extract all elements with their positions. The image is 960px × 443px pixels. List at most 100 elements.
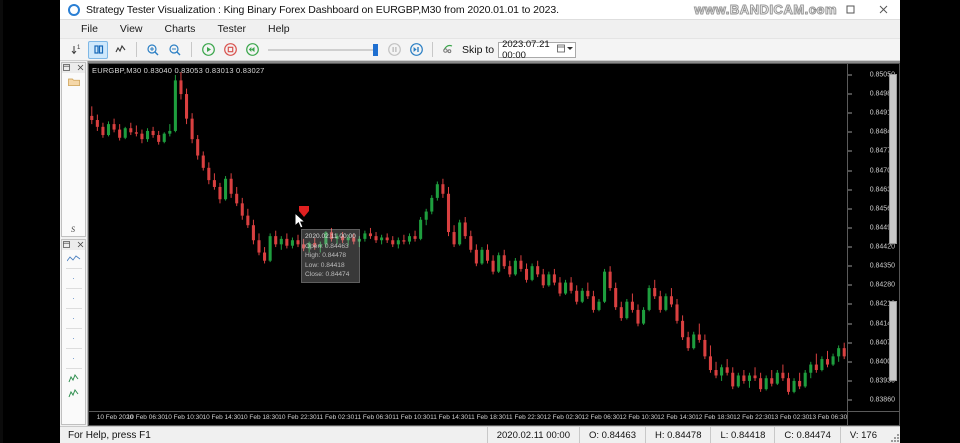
dot-icon[interactable]: · <box>72 334 75 343</box>
bar-high: H: 0.84478 <box>645 427 710 443</box>
price-tick-label: 0.84560 <box>869 205 895 213</box>
arrow-signal-marker <box>297 204 311 223</box>
dot-icon[interactable]: · <box>72 294 75 303</box>
title-bar: Strategy Tester Visualization : King Bin… <box>60 0 900 20</box>
price-tick-label: 0.84770 <box>869 147 895 155</box>
wave-icon[interactable] <box>66 253 81 264</box>
skip-to-date-value: 2023.07.21 00:00 <box>502 38 550 61</box>
navigator-panel-body[interactable] <box>62 73 85 223</box>
chart-symbol-header: EURGBP,M30 0.83040 0.83053 0.83013 0.830… <box>92 66 265 75</box>
list-separator <box>65 308 82 309</box>
time-tick-label: 10 Feb 14:30 <box>202 414 241 421</box>
chart-icon[interactable] <box>67 388 81 399</box>
price-tick <box>848 323 852 325</box>
list-separator <box>65 368 82 369</box>
time-tick-label: 10 Feb 06:30 <box>126 414 165 421</box>
chart-icon[interactable] <box>67 373 81 384</box>
bar-chart-button[interactable] <box>88 40 108 59</box>
maximize-button[interactable] <box>834 0 867 20</box>
window-controls <box>801 0 900 20</box>
minimize-button[interactable] <box>801 0 834 20</box>
menu-view[interactable]: View <box>119 23 143 35</box>
speed-slider-track <box>268 48 378 51</box>
menu-tester[interactable]: Tester <box>217 23 247 35</box>
chart-panel[interactable]: EURGBP,M30 0.83040 0.83053 0.83013 0.830… <box>88 63 900 426</box>
price-tick-label: 0.84210 <box>869 300 895 308</box>
close-icon[interactable] <box>77 64 84 73</box>
time-tick-label: 12 Feb 18:30 <box>695 414 734 421</box>
letterbox-left <box>0 0 60 443</box>
skip-to-date-input[interactable]: 2023.07.21 00:00 <box>498 38 577 61</box>
tooltip-open: Open: 0.84463 <box>305 242 349 250</box>
resize-grip[interactable] <box>886 427 900 443</box>
zoom-out-button[interactable] <box>165 41 185 59</box>
navigator-panel-header <box>62 63 85 73</box>
price-tick-label: 0.84980 <box>869 90 895 98</box>
price-tick-label: 0.84910 <box>869 109 895 117</box>
price-tick-label: 0.84070 <box>869 339 895 347</box>
calendar-dropdown-icon[interactable] <box>557 44 574 53</box>
indicators-panel-body[interactable]: · · · · · <box>62 250 85 424</box>
price-tick <box>848 303 852 305</box>
folder-icon[interactable] <box>67 76 81 87</box>
status-bar: For Help, press F1 2020.02.11 00:00 O: 0… <box>60 426 900 443</box>
close-icon[interactable] <box>77 241 84 250</box>
left-dock-column: S <box>60 61 88 426</box>
time-tick-label: 11 Feb 22:30 <box>505 414 544 421</box>
price-tick-label: 0.84280 <box>869 281 895 289</box>
time-axis[interactable]: 10 Feb 2020 10 Feb 06:30 10 Feb 10:30 10 Fe… <box>89 411 899 425</box>
zoom-in-button[interactable] <box>143 41 163 59</box>
ohlc-tooltip: 2020.02.11 00:00 Open: 0.84463 High: 0.8… <box>301 229 360 283</box>
candlestick-series[interactable] <box>89 64 847 411</box>
close-button[interactable] <box>867 0 900 20</box>
time-tick-label: 10 Feb 2020 <box>96 414 134 421</box>
jump-to-end-button[interactable] <box>406 41 426 59</box>
price-tick <box>848 284 852 286</box>
speed-slider[interactable] <box>268 43 378 57</box>
stop-button[interactable] <box>220 41 240 59</box>
pin-icon[interactable] <box>63 240 70 250</box>
bar-low: L: 0.84418 <box>710 427 774 443</box>
time-tick-label: 10 Feb 18:30 <box>240 414 279 421</box>
price-tick-label: 0.84700 <box>869 167 895 175</box>
price-tick-label: 0.85050 <box>869 71 895 79</box>
price-tick <box>848 380 852 382</box>
price-tick <box>848 227 852 229</box>
speed-slider-thumb[interactable] <box>373 43 378 56</box>
svg-text:1: 1 <box>77 45 81 51</box>
price-tick <box>848 189 852 191</box>
price-tick-label: 0.84420 <box>869 243 895 251</box>
time-tick-label: 11 Feb 18:30 <box>468 414 506 421</box>
time-tick-label: 11 Feb 02:30 <box>316 414 355 421</box>
price-tick <box>848 112 852 114</box>
play-button[interactable] <box>198 41 218 59</box>
menu-file[interactable]: File <box>81 23 98 35</box>
vertical-scroll-thumb-2[interactable] <box>889 301 897 381</box>
vertical-scroll-thumb[interactable] <box>889 74 897 244</box>
fast-forward-button[interactable] <box>242 41 262 59</box>
pause-button[interactable] <box>384 41 404 59</box>
dot-icon[interactable]: · <box>72 314 75 323</box>
indicators-panel[interactable]: · · · · · <box>61 239 86 425</box>
chart-vertical-scrollbar[interactable] <box>889 66 897 425</box>
menu-help[interactable]: Help <box>268 23 290 35</box>
tooltip-datetime: 2020.02.11 00:00 <box>305 233 356 240</box>
price-tick <box>848 361 852 363</box>
list-separator <box>65 328 82 329</box>
time-tick-label: 12 Feb 22:30 <box>733 414 772 421</box>
toolbar-separator <box>136 42 137 57</box>
line-chart-button[interactable] <box>110 41 130 59</box>
pin-icon[interactable] <box>63 63 70 73</box>
price-axis[interactable]: 0.85050 0.84980 0.84910 0.84840 0.84770 0.847… <box>847 64 899 425</box>
dot-icon[interactable]: · <box>72 274 75 283</box>
sort-order-button[interactable]: 1 <box>66 41 86 59</box>
letterbox-right <box>900 0 960 443</box>
menu-charts[interactable]: Charts <box>164 23 196 35</box>
time-tick-label: 11 Feb 06:30 <box>354 414 393 421</box>
dot-icon[interactable]: · <box>72 354 75 363</box>
skip-to-label: Skip to <box>462 43 495 56</box>
navigator-panel[interactable]: S <box>61 62 86 237</box>
time-tick-label: 13 Feb 02:30 <box>770 414 810 421</box>
status-cells: 2020.02.11 00:00 O: 0.84463 H: 0.84478 L… <box>486 427 886 443</box>
